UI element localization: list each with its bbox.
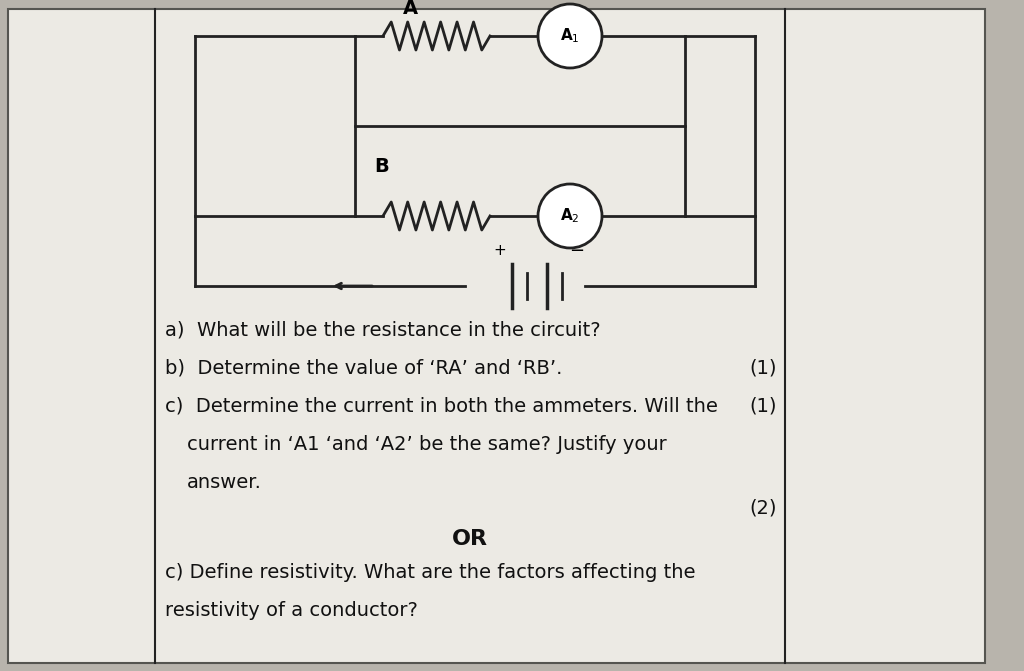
Text: +: + — [494, 243, 507, 258]
Text: answer.: answer. — [187, 473, 262, 492]
Text: current in ‘A1 ‘and ‘A2’ be the same? Justify your: current in ‘A1 ‘and ‘A2’ be the same? Ju… — [187, 435, 667, 454]
Text: c)  Determine the current in both the ammeters. Will the: c) Determine the current in both the amm… — [165, 397, 718, 416]
Text: A: A — [402, 0, 418, 19]
Text: (1): (1) — [750, 359, 777, 378]
Text: a)  What will be the resistance in the circuit?: a) What will be the resistance in the ci… — [165, 321, 601, 340]
Text: A$_1$: A$_1$ — [560, 27, 580, 46]
Text: b)  Determine the value of ‘RA’ and ‘RB’.: b) Determine the value of ‘RA’ and ‘RB’. — [165, 359, 562, 378]
Text: (2): (2) — [750, 499, 777, 518]
Text: c) Define resistivity. What are the factors affecting the: c) Define resistivity. What are the fact… — [165, 563, 695, 582]
Text: A$_2$: A$_2$ — [560, 207, 580, 225]
Circle shape — [538, 184, 602, 248]
Text: −: − — [569, 242, 585, 260]
Text: resistivity of a conductor?: resistivity of a conductor? — [165, 601, 418, 620]
Text: B: B — [375, 156, 389, 176]
Text: (1): (1) — [750, 397, 777, 416]
Text: OR: OR — [452, 529, 488, 549]
Circle shape — [538, 4, 602, 68]
